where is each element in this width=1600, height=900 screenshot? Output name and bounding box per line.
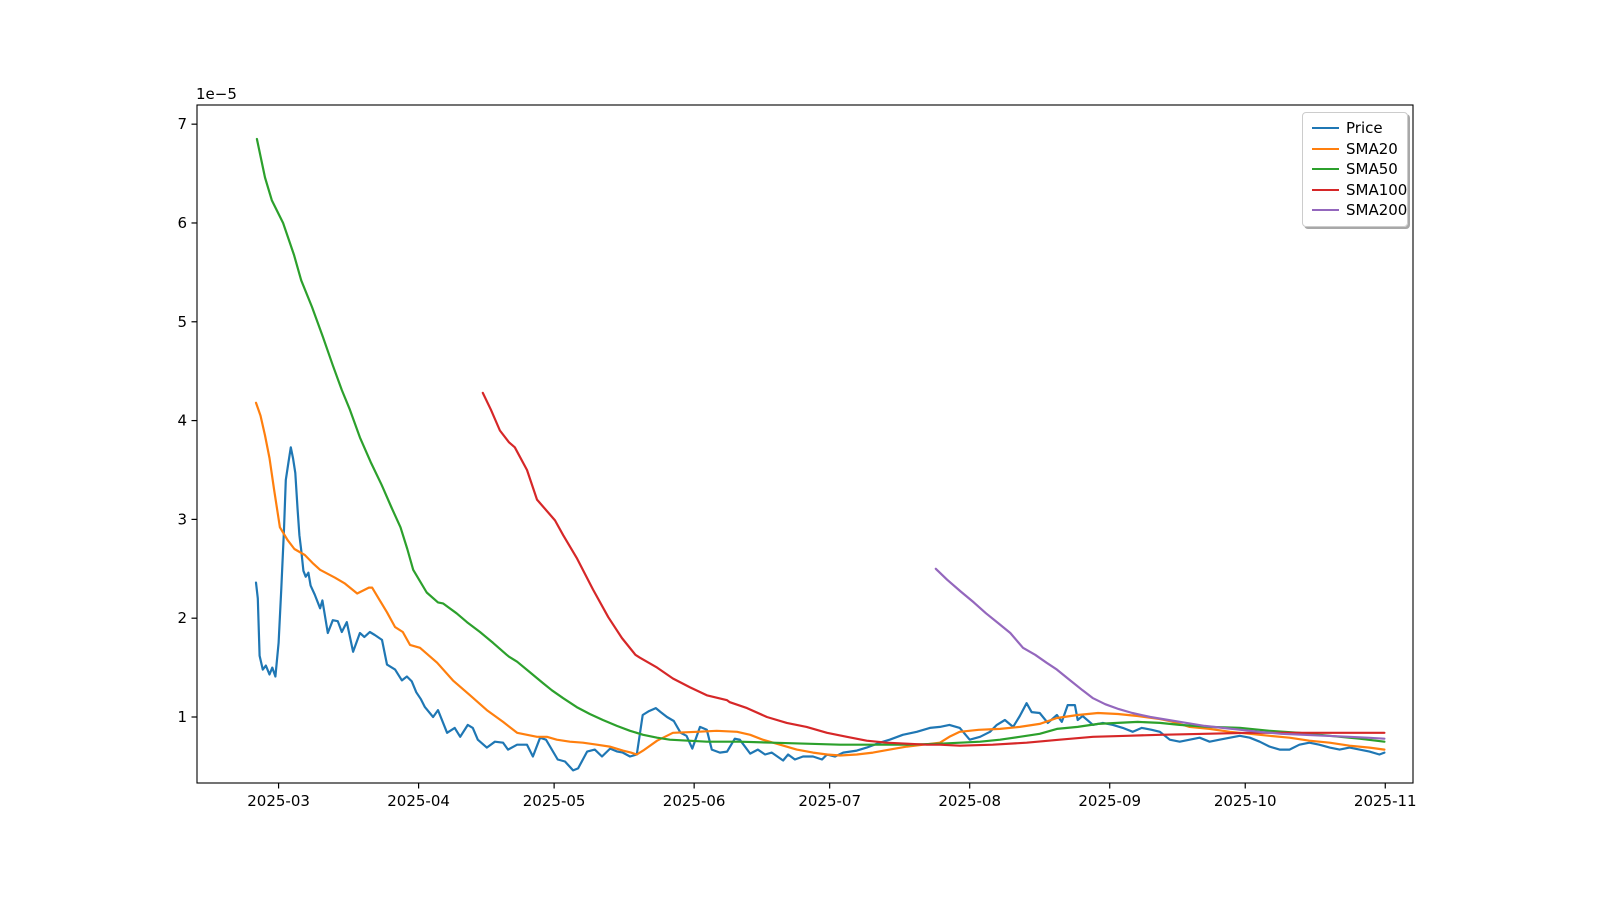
legend-label: Price bbox=[1346, 119, 1383, 138]
x-tick-label: 2025-09 bbox=[1078, 792, 1141, 810]
legend-item-price: Price bbox=[1312, 118, 1400, 139]
x-tick-label: 2025-07 bbox=[798, 792, 861, 810]
legend: Price SMA20 SMA50 SMA100 SMA200 bbox=[1302, 112, 1408, 227]
y-tick-label: 1 bbox=[177, 708, 187, 726]
legend-item-sma200: SMA200 bbox=[1312, 200, 1407, 221]
legend-line-swatch bbox=[1312, 168, 1339, 171]
series-line-sma200 bbox=[934, 567, 1386, 740]
y-tick-label: 5 bbox=[177, 313, 187, 331]
series-line-price bbox=[254, 446, 1386, 772]
legend-line-swatch bbox=[1312, 188, 1339, 191]
y-tick-label: 2 bbox=[177, 609, 187, 627]
legend-item-sma100: SMA100 bbox=[1312, 180, 1407, 201]
legend-item-sma20: SMA20 bbox=[1312, 139, 1400, 160]
axes-frame bbox=[196, 104, 1414, 784]
y-axis-offset-label: 1e−5 bbox=[196, 85, 237, 103]
x-tick-label: 2025-11 bbox=[1354, 792, 1417, 810]
legend-label: SMA20 bbox=[1346, 139, 1398, 158]
legend-label: SMA50 bbox=[1346, 160, 1398, 179]
legend-line-swatch bbox=[1312, 147, 1339, 150]
legend-line-swatch bbox=[1312, 209, 1339, 212]
series-line-sma100 bbox=[481, 391, 1386, 747]
y-tick-label: 3 bbox=[177, 510, 187, 528]
y-tick-label: 6 bbox=[177, 214, 187, 232]
x-tick-label: 2025-06 bbox=[663, 792, 726, 810]
x-tick-label: 2025-04 bbox=[387, 792, 450, 810]
x-tick-label: 2025-10 bbox=[1214, 792, 1277, 810]
legend-label: SMA100 bbox=[1346, 180, 1408, 199]
x-tick-label: 2025-05 bbox=[523, 792, 586, 810]
legend-item-sma50: SMA50 bbox=[1312, 159, 1400, 180]
y-tick-label: 4 bbox=[177, 412, 187, 430]
x-tick-label: 2025-03 bbox=[247, 792, 310, 810]
y-tick-label: 7 bbox=[177, 115, 187, 133]
series-line-sma50 bbox=[255, 137, 1386, 746]
legend-label: SMA200 bbox=[1346, 201, 1408, 220]
series-line-sma20 bbox=[254, 401, 1386, 757]
legend-line-swatch bbox=[1312, 127, 1339, 130]
x-tick-label: 2025-08 bbox=[938, 792, 1001, 810]
